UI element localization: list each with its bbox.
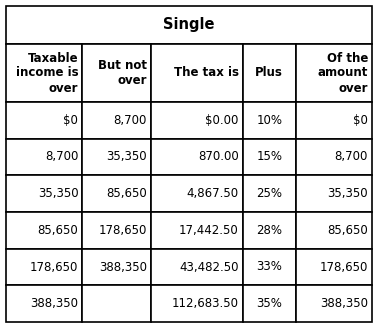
Bar <box>243 212 296 249</box>
Bar <box>6 102 82 139</box>
Text: Of the
amount
over: Of the amount over <box>318 51 368 94</box>
Text: 112,683.50: 112,683.50 <box>172 297 239 310</box>
Bar <box>82 285 151 322</box>
Bar <box>296 175 372 212</box>
Bar <box>82 139 151 175</box>
Text: 28%: 28% <box>256 224 282 237</box>
Bar <box>151 44 243 102</box>
Bar <box>243 249 296 285</box>
Text: 43,482.50: 43,482.50 <box>179 260 239 274</box>
Bar <box>296 285 372 322</box>
Bar <box>82 249 151 285</box>
Bar <box>82 44 151 102</box>
Text: 8,700: 8,700 <box>335 151 368 163</box>
Text: 178,650: 178,650 <box>30 260 78 274</box>
Bar <box>6 175 82 212</box>
Text: 33%: 33% <box>256 260 282 274</box>
Text: But not
over: But not over <box>98 59 147 87</box>
Text: 870.00: 870.00 <box>198 151 239 163</box>
Bar <box>82 102 151 139</box>
Text: 8,700: 8,700 <box>113 114 147 127</box>
Text: Single: Single <box>163 17 215 32</box>
Bar <box>82 175 151 212</box>
Bar <box>6 212 82 249</box>
Text: The tax is: The tax is <box>174 67 239 79</box>
Bar <box>151 212 243 249</box>
Text: 85,650: 85,650 <box>327 224 368 237</box>
Bar <box>296 212 372 249</box>
Bar <box>151 139 243 175</box>
Text: 178,650: 178,650 <box>320 260 368 274</box>
Bar <box>6 285 82 322</box>
Text: 388,350: 388,350 <box>320 297 368 310</box>
Bar <box>243 175 296 212</box>
Bar <box>243 285 296 322</box>
Text: Plus: Plus <box>255 67 283 79</box>
Text: 35,350: 35,350 <box>38 187 78 200</box>
Text: 4,867.50: 4,867.50 <box>187 187 239 200</box>
Bar <box>243 139 296 175</box>
Text: 35,350: 35,350 <box>106 151 147 163</box>
Bar <box>243 102 296 139</box>
Bar <box>296 249 372 285</box>
Bar <box>296 139 372 175</box>
Bar <box>6 6 372 44</box>
Text: 35,350: 35,350 <box>327 187 368 200</box>
Text: $0: $0 <box>64 114 78 127</box>
Bar <box>151 249 243 285</box>
Bar <box>243 44 296 102</box>
Text: $0.00: $0.00 <box>206 114 239 127</box>
Text: 85,650: 85,650 <box>106 187 147 200</box>
Bar <box>6 249 82 285</box>
Bar <box>82 212 151 249</box>
Bar <box>151 285 243 322</box>
Text: Taxable
income is
over: Taxable income is over <box>16 51 78 94</box>
Text: 25%: 25% <box>256 187 282 200</box>
Bar <box>151 102 243 139</box>
Bar <box>296 44 372 102</box>
Bar <box>6 44 82 102</box>
Text: 388,350: 388,350 <box>99 260 147 274</box>
Text: 85,650: 85,650 <box>37 224 78 237</box>
Text: 15%: 15% <box>256 151 282 163</box>
Text: 10%: 10% <box>256 114 282 127</box>
Bar <box>151 175 243 212</box>
Bar <box>6 139 82 175</box>
Text: $0: $0 <box>353 114 368 127</box>
Bar <box>296 102 372 139</box>
Text: 178,650: 178,650 <box>98 224 147 237</box>
Text: 8,700: 8,700 <box>45 151 78 163</box>
Text: 35%: 35% <box>256 297 282 310</box>
Text: 17,442.50: 17,442.50 <box>179 224 239 237</box>
Text: 388,350: 388,350 <box>30 297 78 310</box>
